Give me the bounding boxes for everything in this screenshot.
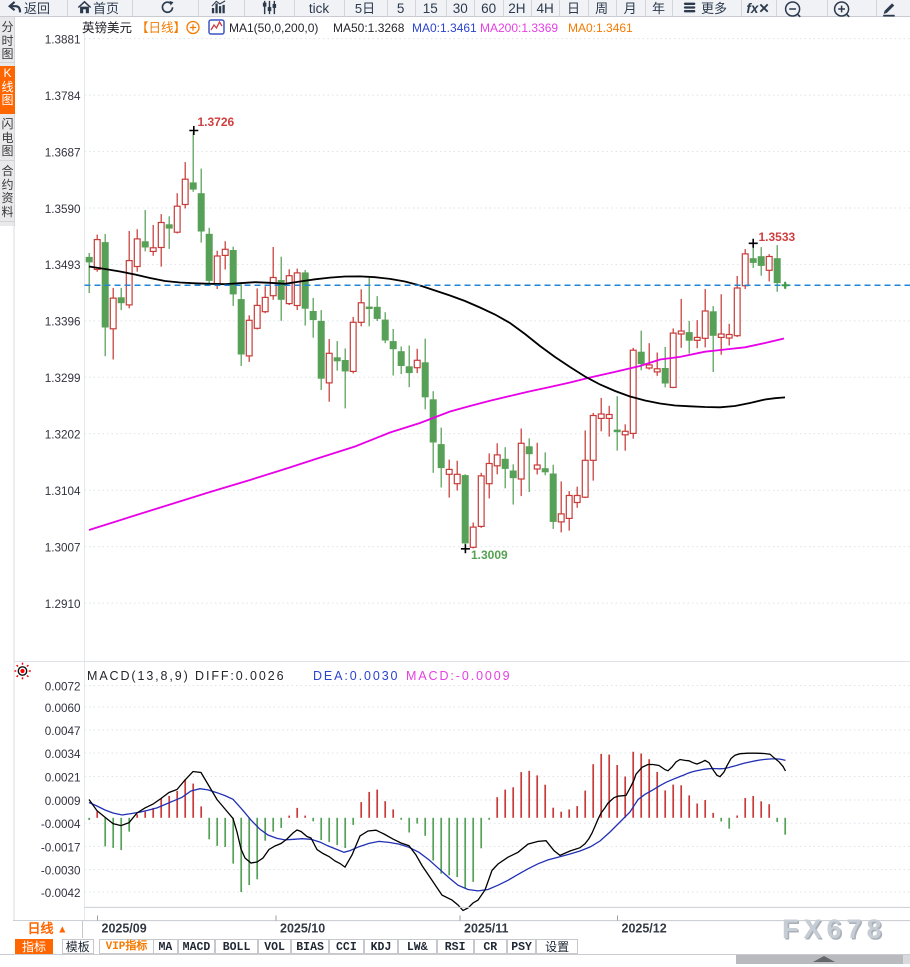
svg-text:MA0:1.3461: MA0:1.3461 bbox=[568, 21, 633, 35]
svg-text:1.3590: 1.3590 bbox=[45, 203, 81, 216]
svg-text:0.0072: 0.0072 bbox=[45, 680, 81, 693]
svg-text:1.3493: 1.3493 bbox=[45, 259, 81, 272]
svg-text:1.3299: 1.3299 bbox=[45, 372, 81, 385]
svg-text:MA1(50,0,200,0): MA1(50,0,200,0) bbox=[229, 21, 318, 35]
svg-text:1.3881: 1.3881 bbox=[45, 33, 81, 46]
svg-text:-0.0004: -0.0004 bbox=[41, 818, 81, 831]
svg-text:FX678: FX678 bbox=[782, 914, 887, 944]
svg-text:FX678: FX678 bbox=[784, 916, 889, 946]
svg-text:2025/11: 2025/11 bbox=[464, 922, 509, 936]
svg-text:1.3687: 1.3687 bbox=[45, 146, 81, 159]
svg-text:0.0009: 0.0009 bbox=[45, 795, 81, 808]
svg-text:2025/12: 2025/12 bbox=[622, 922, 667, 936]
svg-text:1.3726: 1.3726 bbox=[198, 115, 235, 129]
svg-text:-0.0017: -0.0017 bbox=[41, 841, 81, 854]
svg-text:-0.0042: -0.0042 bbox=[41, 887, 81, 900]
svg-text:0.0047: 0.0047 bbox=[45, 725, 81, 738]
svg-text:DEA:0.0030: DEA:0.0030 bbox=[313, 669, 399, 683]
svg-text:1.3396: 1.3396 bbox=[45, 316, 81, 329]
svg-text:0.0060: 0.0060 bbox=[45, 702, 81, 715]
svg-text:1.3104: 1.3104 bbox=[45, 485, 81, 498]
svg-text:0.0034: 0.0034 bbox=[45, 748, 81, 761]
svg-text:1.3009: 1.3009 bbox=[471, 548, 508, 562]
svg-text:0.0021: 0.0021 bbox=[45, 771, 81, 784]
svg-text:MA200:1.3369: MA200:1.3369 bbox=[480, 21, 558, 35]
svg-text:MA50:1.3268: MA50:1.3268 bbox=[333, 21, 405, 35]
svg-text:1.2910: 1.2910 bbox=[45, 598, 81, 611]
svg-text:-0.0030: -0.0030 bbox=[41, 864, 81, 877]
svg-text:1.3533: 1.3533 bbox=[759, 230, 796, 244]
svg-text:1.3784: 1.3784 bbox=[45, 90, 81, 103]
svg-text:2025/10: 2025/10 bbox=[280, 922, 325, 936]
svg-text:1.3007: 1.3007 bbox=[45, 541, 81, 554]
svg-text:MA0:1.3461: MA0:1.3461 bbox=[412, 21, 477, 35]
svg-text:2025/09: 2025/09 bbox=[102, 922, 147, 936]
svg-text:MACD:-0.0009: MACD:-0.0009 bbox=[406, 669, 511, 683]
svg-text:英镑美元: 英镑美元 bbox=[82, 20, 132, 35]
svg-text:MACD(13,8,9) DIFF:0.0026: MACD(13,8,9) DIFF:0.0026 bbox=[87, 669, 285, 683]
svg-text:1.3202: 1.3202 bbox=[45, 429, 81, 442]
svg-text:【日线】: 【日线】 bbox=[136, 21, 186, 35]
